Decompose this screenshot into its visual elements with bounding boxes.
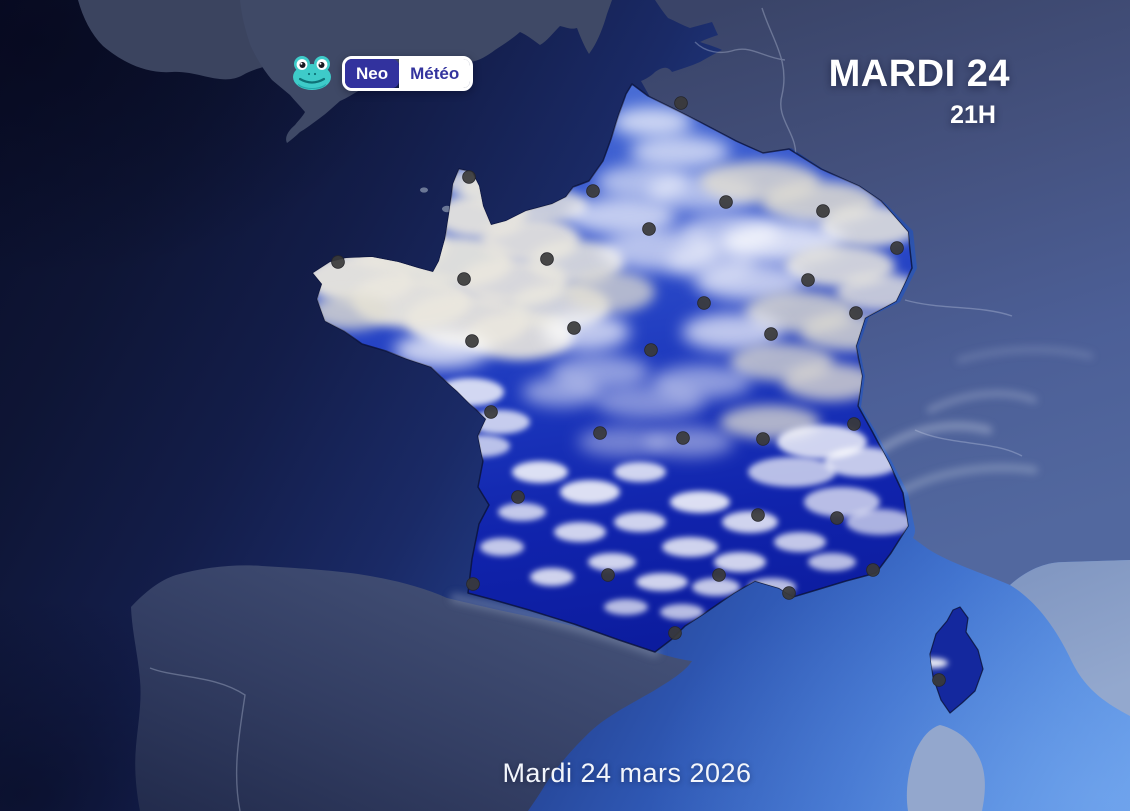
city-dot xyxy=(676,431,690,445)
cloud-puff xyxy=(662,537,718,557)
city-dot xyxy=(601,568,615,582)
city-dot xyxy=(462,170,476,184)
city-dot xyxy=(751,508,765,522)
city-dot xyxy=(331,255,345,269)
cloud-puff xyxy=(692,578,740,596)
city-dot xyxy=(511,490,525,504)
city-dot xyxy=(719,195,733,209)
cloud-puff xyxy=(614,462,666,482)
city-dot xyxy=(849,306,863,320)
day-label: MARDI 24 xyxy=(828,53,1010,95)
land-continental-europe xyxy=(641,0,1130,585)
clouds-layer xyxy=(313,107,948,668)
logo: Neo Météo xyxy=(291,55,474,91)
cloud-puff xyxy=(918,658,948,668)
city-dot xyxy=(644,343,658,357)
city-dot xyxy=(866,563,880,577)
city-dot xyxy=(764,327,778,341)
cloud-puff xyxy=(565,271,655,313)
city-dot xyxy=(457,272,471,286)
cloud-puff xyxy=(748,457,836,487)
land-iberia xyxy=(131,565,692,811)
city-dot xyxy=(712,568,726,582)
country-border-lines xyxy=(149,7,1023,811)
city-dot xyxy=(847,417,861,431)
cloud-puff xyxy=(612,107,692,137)
cloud-puff xyxy=(722,511,778,533)
brand-badge: Neo Météo xyxy=(342,55,474,91)
land-italy-peninsula xyxy=(1010,560,1130,716)
cloud-puff xyxy=(588,553,636,571)
cloud-puff xyxy=(498,503,546,521)
cloud-puff xyxy=(824,447,900,477)
cloud-puff xyxy=(774,532,826,552)
cloud-puff xyxy=(667,245,757,279)
city-dot xyxy=(586,184,600,198)
city-dot xyxy=(466,577,480,591)
cloud-puff xyxy=(454,435,510,457)
cloud-puff xyxy=(530,568,574,586)
cloud-puff xyxy=(714,552,766,572)
city-dot xyxy=(782,586,796,600)
cloud-puff xyxy=(660,604,704,620)
city-dots-layer xyxy=(331,96,946,687)
cloud-puff xyxy=(846,509,914,535)
cloud-puff xyxy=(604,599,648,615)
frog-icon xyxy=(293,56,331,90)
cloud-puff xyxy=(808,553,856,571)
city-dot xyxy=(756,432,770,446)
cloud-puff xyxy=(470,410,530,434)
day-time-panel: MARDI 24 21H xyxy=(829,55,1010,128)
city-dot xyxy=(465,334,479,348)
time-label: 21H xyxy=(950,101,996,129)
city-dot xyxy=(816,204,830,218)
land-sardinia xyxy=(906,725,985,811)
corsica-shape xyxy=(929,606,984,714)
city-dot xyxy=(830,511,844,525)
city-dot xyxy=(674,96,688,110)
date-banner: Mardi 24 mars 2026 xyxy=(502,758,751,789)
cloud-puff xyxy=(646,427,734,457)
cloud-puff xyxy=(560,480,620,504)
cloud-puff xyxy=(344,222,448,270)
cloud-puff xyxy=(554,522,606,542)
cloud-puff xyxy=(480,538,524,556)
city-dot xyxy=(642,222,656,236)
date-label: Mardi 24 mars 2026 xyxy=(502,758,752,788)
brand-secondary: Météo xyxy=(399,58,471,88)
cloud-puff xyxy=(670,491,730,513)
cloud-puff xyxy=(630,135,730,169)
cloud-puff xyxy=(614,512,666,532)
city-dot xyxy=(801,273,815,287)
city-dot xyxy=(484,405,498,419)
cloud-puff xyxy=(680,213,780,251)
cloud-puff xyxy=(542,313,630,351)
cloud-puff xyxy=(782,363,878,401)
cloud-puff xyxy=(652,365,752,399)
cloud-puff xyxy=(522,377,602,407)
city-dot xyxy=(540,252,554,266)
cloud-puff xyxy=(682,313,782,351)
channel-islands xyxy=(420,187,452,213)
city-dot xyxy=(593,426,607,440)
cloud-puff xyxy=(804,487,880,517)
city-dot xyxy=(890,241,904,255)
land-great-britain xyxy=(240,0,612,143)
cloud-puff xyxy=(512,461,568,483)
cloud-puff xyxy=(636,573,688,591)
brand-primary: Neo xyxy=(345,58,400,88)
city-dot xyxy=(567,321,581,335)
city-dot xyxy=(697,296,711,310)
cloud-puff xyxy=(313,294,390,330)
city-dot xyxy=(932,673,946,687)
city-dot xyxy=(668,626,682,640)
